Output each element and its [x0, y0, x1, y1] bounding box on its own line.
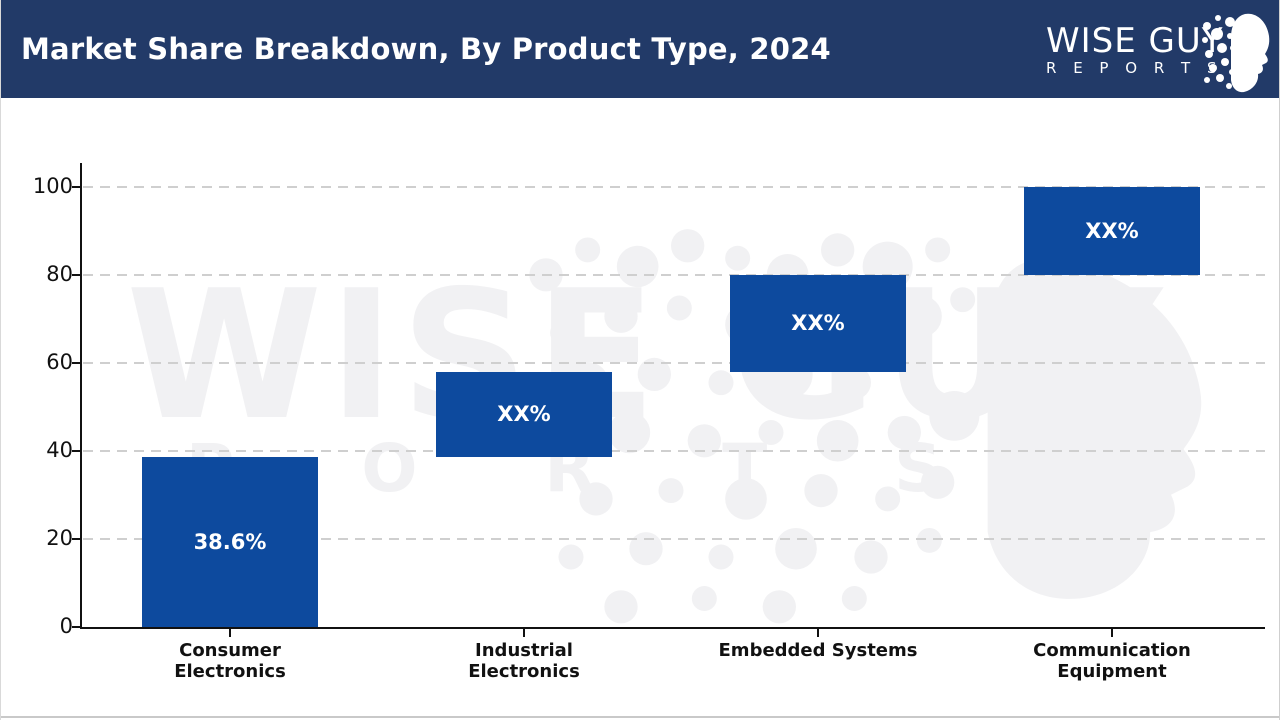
- gridline-80: [83, 274, 1265, 276]
- bar-3: XX%: [730, 275, 906, 372]
- x-axis-line: [80, 627, 1265, 629]
- x-axis-label-1: Consumer Electronics: [174, 640, 286, 682]
- y-tick-label-100: 100: [32, 174, 73, 198]
- wiseguy-logo: WISE GUY R E P O R T S: [1008, 4, 1273, 96]
- gridline-20: [83, 538, 1265, 540]
- x-axis-label-2: Industrial Electronics: [468, 640, 580, 682]
- y-tick-mark-40: [72, 450, 81, 452]
- y-tick-label-60: 60: [46, 350, 73, 374]
- x-axis-label-4: Communication Equipment: [1033, 640, 1191, 682]
- y-axis-line: [80, 163, 82, 629]
- y-tick-label-40: 40: [46, 438, 73, 462]
- chart-title: Market Share Breakdown, By Product Type,…: [21, 32, 831, 66]
- bar-value-label-2: XX%: [497, 402, 551, 427]
- x-axis-label-3: Embedded Systems: [718, 640, 918, 661]
- gridline-40: [83, 450, 1265, 452]
- bar-1: 38.6%: [142, 457, 318, 627]
- x-tick-mark-1: [229, 629, 231, 637]
- gridline-100: [83, 186, 1265, 188]
- y-tick-label-0: 0: [59, 614, 73, 638]
- y-tick-mark-20: [72, 538, 81, 540]
- x-tick-mark-4: [1111, 629, 1113, 637]
- bar-4: XX%: [1024, 187, 1200, 275]
- gridline-60: [83, 362, 1265, 364]
- bar-2: XX%: [436, 371, 612, 458]
- logo-head-icon: [1202, 13, 1270, 93]
- bar-value-label-3: XX%: [791, 311, 845, 336]
- y-tick-mark-100: [72, 186, 81, 188]
- x-tick-mark-3: [817, 629, 819, 637]
- bar-value-label-4: XX%: [1085, 219, 1139, 243]
- y-tick-mark-60: [72, 362, 81, 364]
- y-tick-mark-80: [72, 274, 81, 276]
- logo-subtitle: R E P O R T S: [1046, 59, 1223, 77]
- y-tick-mark-0: [72, 626, 81, 628]
- header: Market Share Breakdown, By Product Type,…: [1, 0, 1279, 98]
- y-tick-label-80: 80: [46, 262, 73, 286]
- y-tick-label-20: 20: [46, 526, 73, 550]
- x-tick-mark-2: [523, 629, 525, 637]
- logo-wordmark: WISE GUY: [1046, 21, 1224, 61]
- logo-text: WISE GUY R E P O R T S: [1046, 21, 1224, 77]
- bottom-border: [1, 716, 1279, 718]
- bar-value-label-1: 38.6%: [193, 530, 267, 555]
